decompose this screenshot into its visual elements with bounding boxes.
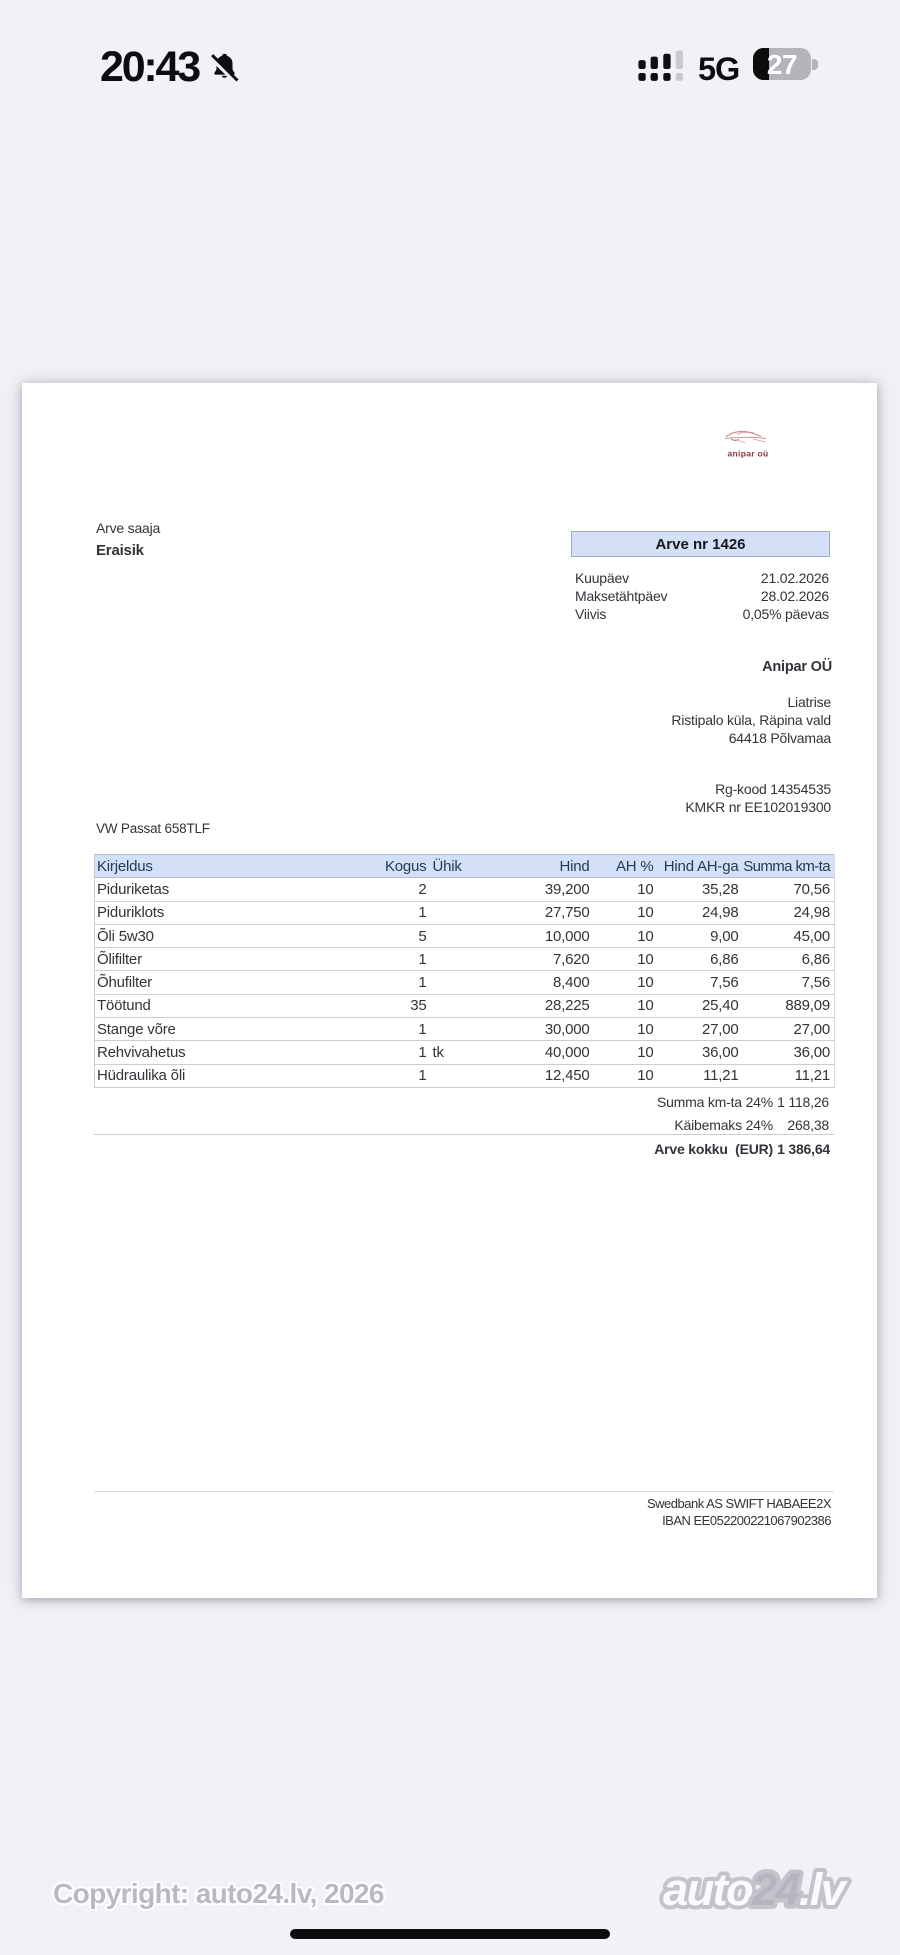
svg-text:auto24.lv: auto24.lv bbox=[663, 1864, 849, 1915]
svg-text:anipar oü: anipar oü bbox=[728, 449, 769, 459]
svg-text:Copyright: auto24.lv, 2026: Copyright: auto24.lv, 2026 bbox=[53, 1878, 384, 1909]
